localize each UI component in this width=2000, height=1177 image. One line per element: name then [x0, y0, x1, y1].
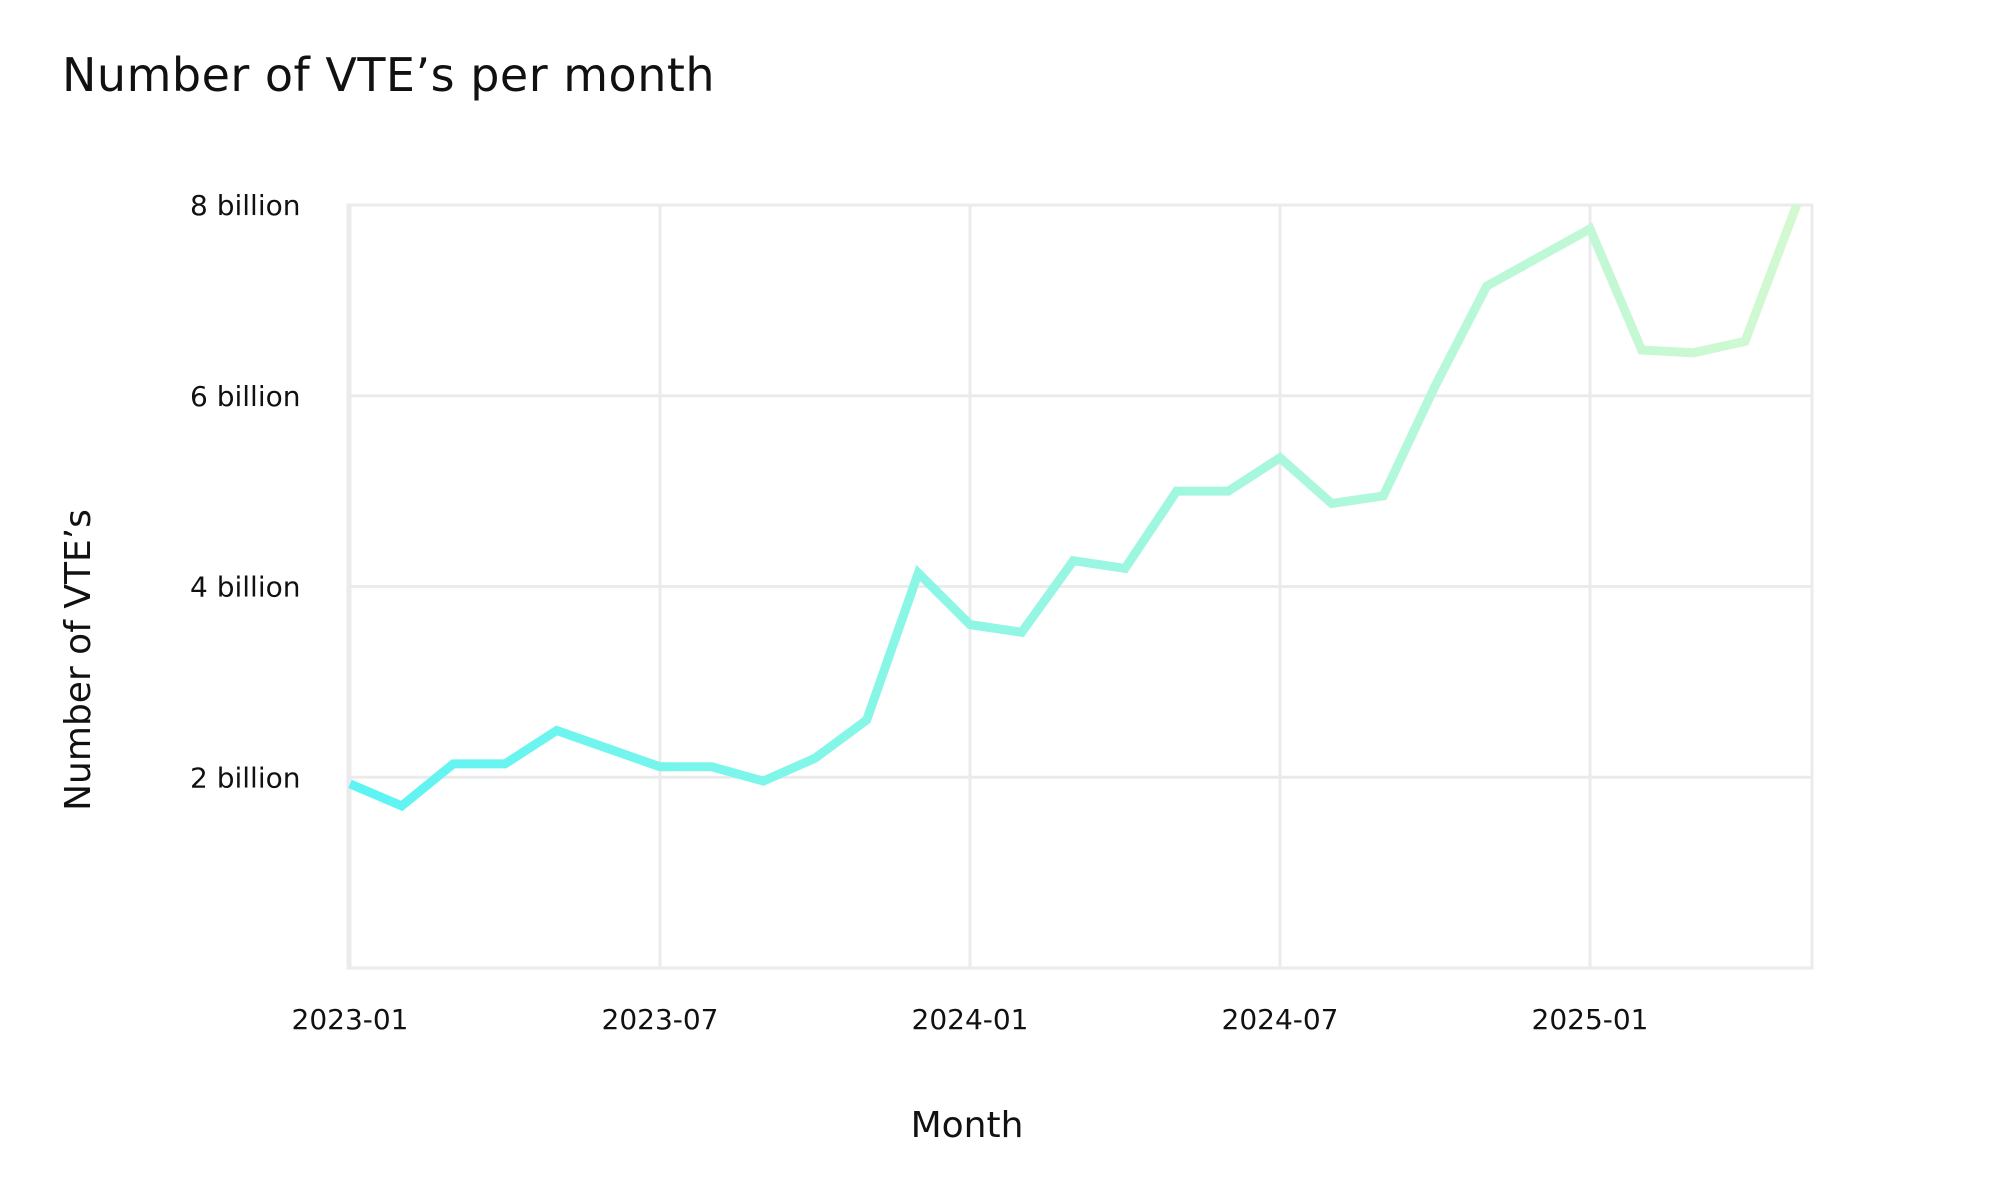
chart-title: Number of VTE’s per month — [62, 48, 716, 102]
tick-labels: 2 billion 4 billion 6 billion 8 billion 2023… — [190, 189, 1649, 1036]
plot-frame — [346, 203, 1814, 970]
x-tick-label: 2023-07 — [602, 1003, 719, 1036]
series-line — [348, 203, 1801, 812]
x-tick-label: 2024-07 — [1222, 1003, 1339, 1036]
axes — [346, 203, 1814, 970]
y-tick-label: 2 billion — [190, 761, 300, 794]
y-tick-label: 4 billion — [190, 571, 300, 604]
y-tick-label: 8 billion — [190, 189, 300, 222]
y-tick-label: 6 billion — [190, 380, 300, 413]
x-tick-label: 2023-01 — [292, 1003, 409, 1036]
x-tick-label: 2025-01 — [1532, 1003, 1649, 1036]
x-axis-title: Month — [911, 1105, 1024, 1146]
grid — [348, 203, 1812, 968]
series-layer — [348, 203, 1801, 812]
y-axis-title: Number of VTE’s — [58, 509, 99, 811]
x-tick-label: 2024-01 — [912, 1003, 1029, 1036]
